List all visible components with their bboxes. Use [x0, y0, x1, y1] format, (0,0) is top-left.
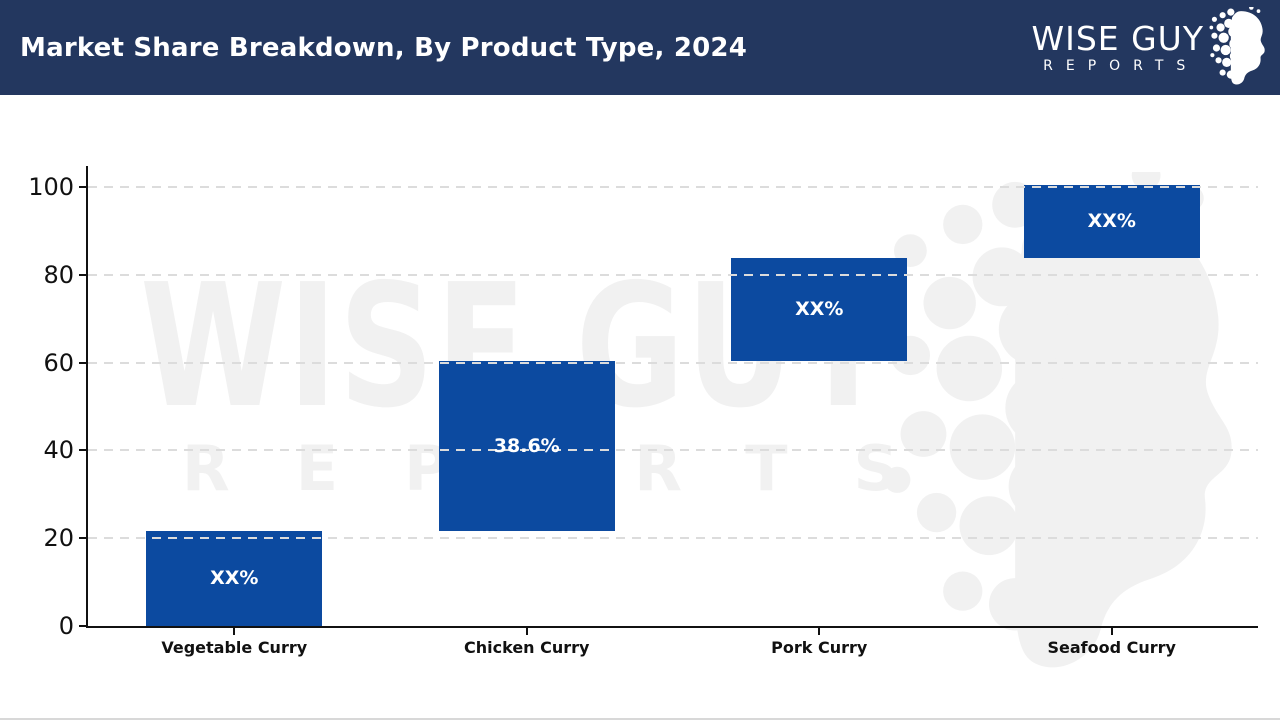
x-axis-category-label: Chicken Curry: [464, 638, 590, 657]
y-tick-label: 80: [43, 260, 74, 289]
gridline-60: [88, 361, 1258, 364]
x-axis-category-label: Vegetable Curry: [161, 638, 308, 657]
bar-value-label: XX%: [795, 298, 844, 321]
brand-logo-line2: REPORTS: [1043, 58, 1199, 74]
x-tick: [525, 628, 528, 635]
y-tick: [79, 537, 87, 540]
bar-value-label: XX%: [210, 567, 259, 590]
bar-3: [1023, 185, 1200, 258]
x-axis-category-label: Pork Curry: [771, 638, 868, 657]
brand-logo-text: WISE GUY REPORTS: [1031, 22, 1204, 73]
gridline-20: [88, 537, 1258, 540]
x-tick: [818, 628, 821, 635]
brand-logo: WISE GUY REPORTS: [1031, 6, 1270, 89]
brand-logo-line1: WISE GUY: [1031, 19, 1204, 58]
y-tick-label: 20: [43, 524, 74, 553]
x-axis-category-label: Seafood Curry: [1047, 638, 1176, 657]
brand-face-icon: [1209, 6, 1265, 85]
y-tick: [79, 449, 87, 452]
y-tick: [79, 361, 87, 364]
y-tick: [79, 186, 87, 188]
y-tick-label: 40: [43, 436, 74, 465]
gridline-100: [88, 186, 1258, 188]
x-axis-line: [86, 626, 1258, 628]
header: Market Share Breakdown, By Product Type,…: [0, 0, 1280, 95]
y-tick: [79, 273, 87, 276]
y-axis-line: [86, 166, 88, 628]
gridline-40: [88, 449, 1258, 452]
y-tick-label: 100: [28, 173, 74, 201]
bar-0: [146, 530, 323, 626]
bar-1: [438, 361, 615, 531]
gridline-80: [88, 273, 1258, 276]
page-title: Market Share Breakdown, By Product Type,…: [20, 32, 747, 63]
bar-value-label: XX%: [1087, 210, 1136, 233]
bottom-border: [0, 718, 1280, 720]
x-tick: [1110, 628, 1113, 635]
bar-value-label: 38.6%: [493, 435, 560, 457]
y-tick-label: 0: [58, 612, 74, 640]
y-tick: [79, 625, 87, 627]
x-tick: [233, 628, 236, 635]
y-tick-label: 60: [43, 348, 74, 377]
